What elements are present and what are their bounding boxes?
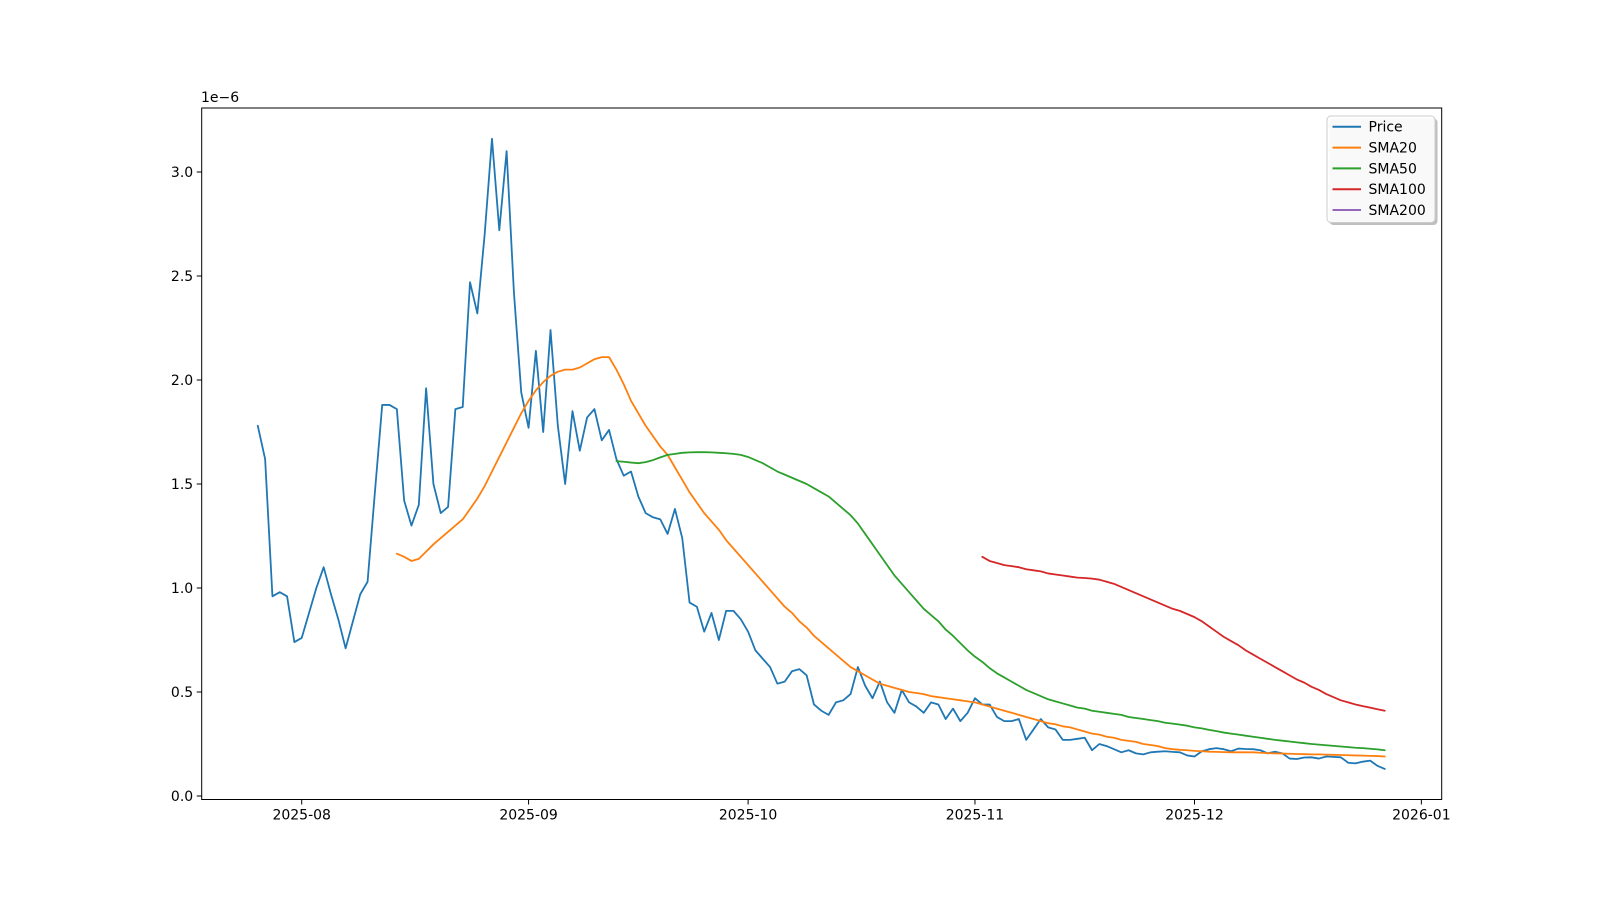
sma100-line: [981, 555, 1386, 712]
y-axis-offset-label: 1e−6: [201, 90, 239, 106]
legend-layer: Price SMA20 SMA50 SMA100 SMA200: [1326, 115, 1438, 225]
legend-item-price: Price: [1332, 120, 1403, 136]
y-axis-tick-label: 2.5: [171, 269, 193, 285]
legend-frame: [1326, 115, 1436, 223]
y-axis-tick-label: 3.0: [171, 165, 193, 181]
y-axis-tick-label: 1.0: [171, 581, 193, 597]
x-axis-tick-label: 2025-12: [1165, 808, 1224, 824]
legend-label-sma100: SMA100: [1369, 182, 1426, 198]
plot-area-border: [201, 107, 1443, 800]
y-axis-tick-label: 0.0: [171, 789, 193, 805]
price-line: [256, 137, 1386, 770]
legend-item-sma200: SMA200: [1332, 203, 1426, 219]
x-axis-tick-label: 2025-10: [719, 808, 778, 824]
sma20-line: [395, 356, 1386, 758]
series-layer: [256, 137, 1386, 770]
x-axis-tick-label: 2026-01: [1392, 808, 1451, 824]
x-axis-tick-label: 2025-08: [272, 808, 331, 824]
legend-label-price: Price: [1369, 120, 1403, 136]
legend-label-sma50: SMA50: [1369, 161, 1417, 177]
y-axis-tick-label: 2.0: [171, 373, 193, 389]
y-axis-tick-label: 1.5: [171, 477, 193, 493]
y-axis-tick-label: 0.5: [171, 685, 193, 701]
x-axis-tick-label: 2025-09: [499, 808, 558, 824]
legend-item-sma50: SMA50: [1332, 161, 1417, 177]
legend-item-sma100: SMA100: [1332, 182, 1426, 198]
legend-label-sma200: SMA200: [1369, 203, 1426, 219]
legend-item-sma20: SMA20: [1332, 141, 1417, 157]
x-axis-tick-label: 2025-11: [946, 808, 1005, 824]
legend-label-sma20: SMA20: [1369, 141, 1417, 157]
sma50-line: [615, 451, 1386, 752]
axes-layer: 0.0 0.5 1.0 1.5 2.0 2.5 3.0 2025-08 2025-09 2025-…: [171, 107, 1451, 824]
